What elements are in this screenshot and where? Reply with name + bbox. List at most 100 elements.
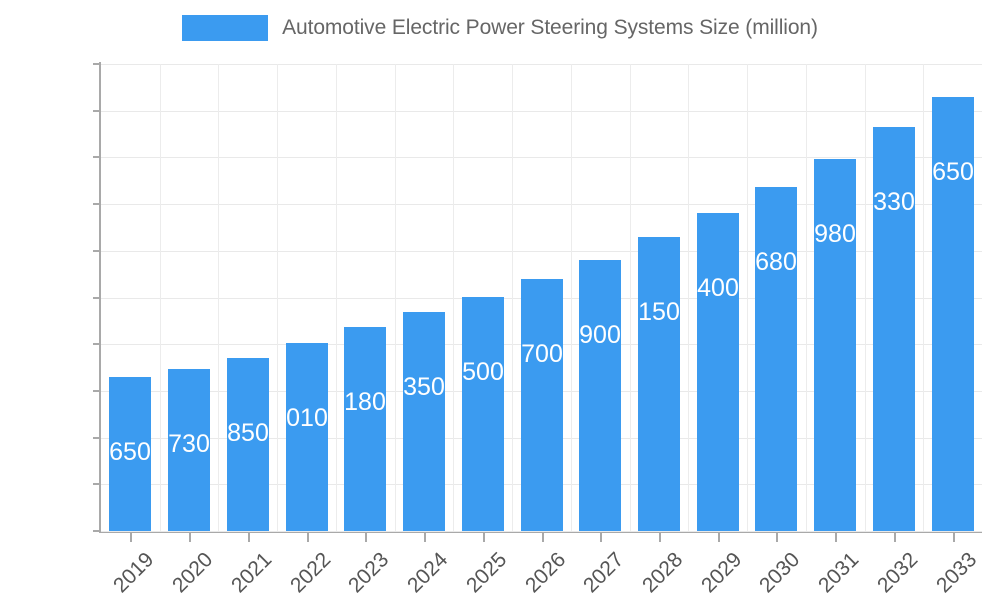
bar-rect <box>344 327 386 531</box>
x-axis-tick-mark <box>365 533 367 542</box>
x-axis-tick-label: 2021 <box>226 548 277 598</box>
bar[interactable]: 39800 <box>814 64 856 531</box>
x-axis-tick-label: 2023 <box>344 548 394 598</box>
bar-value-label: 39800 <box>814 220 856 248</box>
gridline-vertical <box>571 64 572 531</box>
bar-rect <box>638 237 680 531</box>
x-axis-tick-mark <box>776 533 778 542</box>
gridline-vertical <box>395 64 396 531</box>
gridline-vertical <box>865 64 866 531</box>
gridline-vertical <box>512 64 513 531</box>
x-axis-tick-label: 2031 <box>814 548 864 598</box>
x-axis-tick-label: 2029 <box>696 548 746 598</box>
gridline-vertical <box>453 64 454 531</box>
gridline-horizontal <box>101 251 982 252</box>
chart-legend: Automotive Electric Power Steering Syste… <box>0 10 1000 46</box>
legend-label-series-1: Automotive Electric Power Steering Syste… <box>282 16 818 39</box>
bar-rect <box>286 343 328 531</box>
y-axis-tick-mark <box>93 483 100 486</box>
gridline-horizontal <box>101 157 982 158</box>
y-axis-tick-mark <box>93 436 100 439</box>
gridline-horizontal <box>101 64 982 65</box>
gridline-horizontal <box>101 204 982 205</box>
x-axis-tick-mark <box>483 533 485 542</box>
x-axis-tick-label: 2022 <box>285 548 335 598</box>
y-axis-tick-mark <box>93 296 100 299</box>
bar-rect <box>814 159 856 531</box>
x-axis-tick-label: 2033 <box>931 548 981 598</box>
y-axis-tick-mark <box>93 203 100 206</box>
x-axis-tick-mark <box>189 533 191 542</box>
bar-value-label: 18500 <box>227 419 269 447</box>
bar-value-label: 34000 <box>697 274 739 302</box>
bar[interactable]: 18500 <box>227 64 269 531</box>
x-axis-tick-mark <box>248 533 250 542</box>
bar-value-label: 29000 <box>579 321 621 349</box>
x-axis-tick-mark <box>542 533 544 542</box>
x-axis-tick-label: 2025 <box>461 548 512 598</box>
bar-rect <box>462 297 504 531</box>
bar[interactable]: 29000 <box>579 64 621 531</box>
bar[interactable]: 20100 <box>286 64 328 531</box>
gridline-horizontal <box>101 111 982 112</box>
y-axis-tick-mark <box>93 530 100 532</box>
x-axis-tick-mark <box>894 533 896 542</box>
gridline-vertical <box>747 64 748 531</box>
bar-rect <box>579 260 621 531</box>
bar[interactable]: 36800 <box>755 64 797 531</box>
bar[interactable]: 25000 <box>462 64 504 531</box>
y-axis-tick-mark <box>93 156 100 159</box>
bar[interactable]: 21800 <box>344 64 386 531</box>
bar-value-label: 23500 <box>403 373 445 401</box>
bar-rect <box>109 377 151 531</box>
bar[interactable]: 17300 <box>168 64 210 531</box>
bar-rect <box>227 358 269 531</box>
bar-rect <box>403 312 445 531</box>
bar[interactable]: 16500 <box>109 64 151 531</box>
gridline-vertical <box>336 64 337 531</box>
x-axis-line <box>99 531 982 533</box>
bar-rect <box>697 213 739 531</box>
gridline-vertical <box>277 64 278 531</box>
x-axis-tick-mark <box>659 533 661 542</box>
bar-value-label: 43300 <box>873 188 915 216</box>
x-axis-tick-mark <box>307 533 309 542</box>
y-axis-tick-mark <box>93 63 100 65</box>
bar[interactable]: 46500 <box>932 64 974 531</box>
bar[interactable]: 23500 <box>403 64 445 531</box>
x-axis-tick-label: 2030 <box>755 548 805 598</box>
x-axis-tick-mark <box>835 533 837 542</box>
bar-value-label: 17300 <box>168 430 210 458</box>
x-axis-tick-label: 2027 <box>579 548 629 598</box>
gridline-vertical <box>923 64 924 531</box>
y-axis-tick-mark <box>93 109 100 112</box>
bar-value-label: 21800 <box>344 388 386 416</box>
bar-rect <box>932 97 974 531</box>
bar[interactable]: 43300 <box>873 64 915 531</box>
bar[interactable]: 27000 <box>521 64 563 531</box>
gridline-vertical <box>160 64 161 531</box>
gridline-horizontal <box>101 531 982 532</box>
y-axis-tick-mark <box>93 249 100 252</box>
x-axis-tick-label: 2026 <box>520 548 570 598</box>
bar-rect <box>755 187 797 531</box>
bar-value-label: 25000 <box>462 358 504 386</box>
x-axis-tick-label: 2020 <box>168 548 218 598</box>
y-axis-line <box>99 62 101 533</box>
bar-value-label: 20100 <box>286 404 328 432</box>
x-axis-tick-label: 2028 <box>637 548 688 598</box>
legend-swatch-series-1 <box>182 15 269 41</box>
gridline-vertical <box>218 64 219 531</box>
bar-value-label: 46500 <box>932 158 974 186</box>
gridline-vertical <box>688 64 689 531</box>
x-axis-tick-label: 2024 <box>402 548 453 598</box>
x-axis-tick-label: 2032 <box>872 548 923 598</box>
bar-rect <box>521 279 563 531</box>
bar-rect <box>168 369 210 531</box>
bar[interactable]: 31500 <box>638 64 680 531</box>
bar-rect <box>873 127 915 531</box>
bar-value-label: 27000 <box>521 340 563 368</box>
bar-value-label: 16500 <box>109 438 151 466</box>
bar[interactable]: 34000 <box>697 64 739 531</box>
